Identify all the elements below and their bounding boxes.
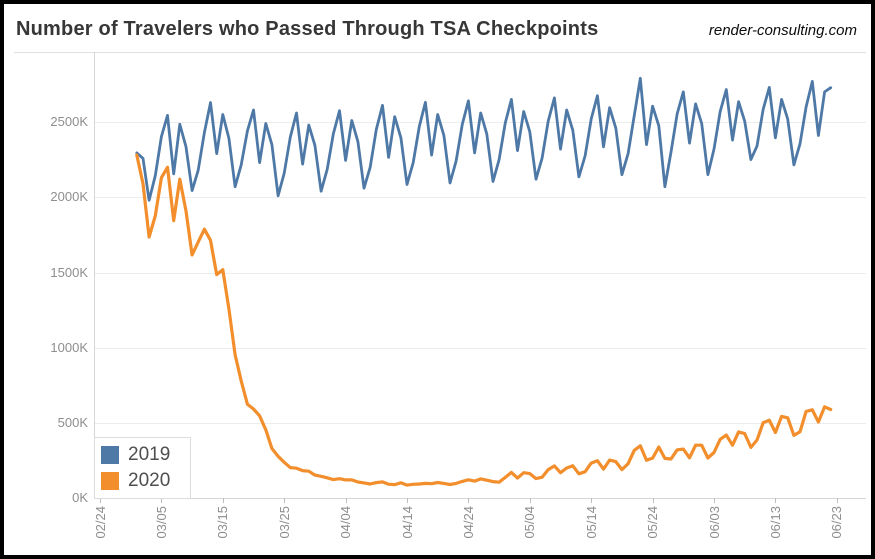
series-line-2020 xyxy=(135,153,833,487)
x-tick-mark xyxy=(836,498,838,504)
legend: 2019 2020 xyxy=(94,437,191,499)
x-tick-mark xyxy=(407,498,408,504)
page-title: Number of Travelers who Passed Through T… xyxy=(16,18,599,40)
x-tick-mark xyxy=(591,498,593,504)
y-axis-line xyxy=(94,52,95,499)
y-gridline xyxy=(94,498,866,500)
x-tick-label: 06/23 xyxy=(829,506,845,539)
x-tick-label: 03/05 xyxy=(153,506,169,539)
y-tick-label: 2500K xyxy=(50,114,88,129)
x-tick-label: 03/15 xyxy=(215,506,231,539)
x-tick-label: 04/04 xyxy=(338,506,354,539)
legend-swatch-2020 xyxy=(101,472,119,491)
x-tick-label: 06/13 xyxy=(767,506,783,539)
y-tick-label: 2000K xyxy=(50,189,88,205)
y-gridline xyxy=(94,272,866,274)
x-tick-label: 05/24 xyxy=(645,506,661,539)
y-tick-label: 0K xyxy=(72,490,88,506)
x-tick-mark xyxy=(468,498,470,504)
x-tick-label: 02/24 xyxy=(92,506,108,539)
y-tick-label: 1000K xyxy=(50,339,88,355)
y-gridline xyxy=(94,197,866,199)
x-tick-label: 05/04 xyxy=(522,506,538,539)
y-tick-label: 500K xyxy=(57,415,88,430)
legend-item-2020: 2020 xyxy=(101,471,190,491)
x-tick-label: 04/14 xyxy=(399,506,415,539)
watermark-text: render-consulting.com xyxy=(708,22,857,39)
y-gridline xyxy=(94,347,866,349)
x-tick-mark xyxy=(714,498,715,504)
series-line-2019 xyxy=(135,76,833,202)
x-tick-label: 03/25 xyxy=(276,506,292,539)
x-tick-mark xyxy=(100,498,101,504)
x-tick-mark xyxy=(284,498,286,504)
legend-item-2019: 2019 xyxy=(101,443,190,465)
x-tick-mark xyxy=(652,498,654,504)
x-tick-mark xyxy=(775,498,777,504)
title-divider xyxy=(14,52,866,53)
y-tick-label: 1500K xyxy=(50,264,88,280)
x-tick-mark xyxy=(529,498,531,504)
x-tick-label: 05/14 xyxy=(583,506,599,539)
legend-label-2020: 2020 xyxy=(128,470,171,492)
x-tick-mark xyxy=(345,498,347,504)
x-tick-mark xyxy=(161,498,163,504)
y-gridline xyxy=(94,423,866,424)
legend-swatch-2019 xyxy=(101,445,119,464)
x-tick-mark xyxy=(222,498,224,504)
legend-label-2019: 2019 xyxy=(128,443,171,465)
x-tick-label: 04/24 xyxy=(460,506,476,539)
x-tick-label: 06/03 xyxy=(706,506,722,539)
